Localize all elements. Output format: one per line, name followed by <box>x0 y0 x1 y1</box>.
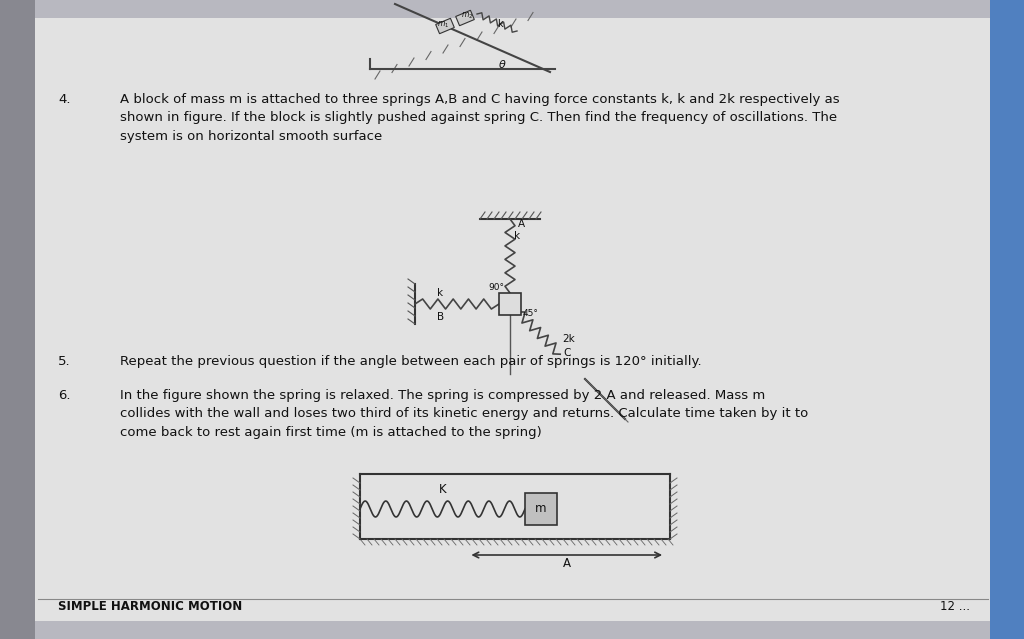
Polygon shape <box>435 19 455 34</box>
Bar <box>525 493 557 525</box>
Text: A block of mass m is attached to three springs A,B and C having force constants : A block of mass m is attached to three s… <box>120 93 840 143</box>
Text: $m_1$: $m_1$ <box>437 20 450 30</box>
Text: $\theta$: $\theta$ <box>498 58 507 70</box>
Text: k: k <box>498 19 503 29</box>
Bar <box>499 293 521 315</box>
Text: C: C <box>563 348 570 358</box>
Text: k: k <box>437 288 443 298</box>
Text: Repeat the previous question if the angle between each pair of springs is 120° i: Repeat the previous question if the angl… <box>120 355 701 368</box>
Text: B: B <box>437 312 444 322</box>
Text: In the figure shown the spring is relaxed. The spring is compressed by 2 A and r: In the figure shown the spring is relaxe… <box>120 389 808 439</box>
Text: 4.: 4. <box>58 93 71 106</box>
Text: 45°: 45° <box>523 309 539 318</box>
Text: $m_2$: $m_2$ <box>461 11 473 21</box>
Text: k: k <box>514 231 520 241</box>
Text: 12 ...: 12 ... <box>940 601 970 613</box>
Text: A: A <box>518 219 525 229</box>
Bar <box>0 0 35 639</box>
Text: 2k: 2k <box>562 334 574 344</box>
Polygon shape <box>456 10 474 26</box>
Text: A: A <box>563 557 570 570</box>
Text: 5.: 5. <box>58 355 71 368</box>
Text: 6.: 6. <box>58 389 71 402</box>
Text: K: K <box>438 483 446 496</box>
Text: m: m <box>536 502 547 516</box>
Text: 90°: 90° <box>488 283 504 292</box>
Text: SIMPLE HARMONIC MOTION: SIMPLE HARMONIC MOTION <box>58 601 243 613</box>
Bar <box>990 0 1024 639</box>
